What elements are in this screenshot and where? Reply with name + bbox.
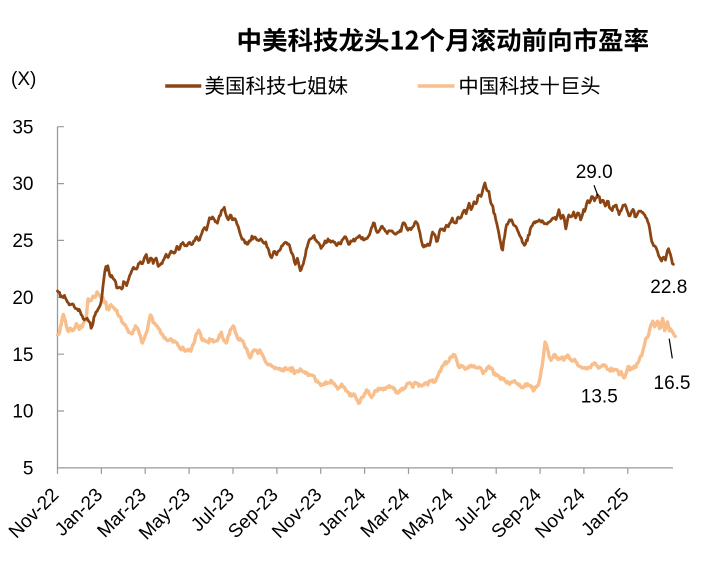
svg-text:25: 25 [12,231,33,252]
svg-text:22.8: 22.8 [650,277,687,298]
svg-text:10: 10 [12,402,33,423]
svg-text:20: 20 [12,288,33,309]
svg-text:5: 5 [23,459,34,480]
svg-text:35: 35 [12,117,33,138]
svg-text:13.5: 13.5 [581,387,618,408]
svg-text:29.0: 29.0 [576,162,613,183]
svg-text:30: 30 [12,174,33,195]
svg-text:16.5: 16.5 [654,373,691,394]
svg-text:15: 15 [12,345,33,366]
svg-text:(X): (X) [11,69,36,90]
